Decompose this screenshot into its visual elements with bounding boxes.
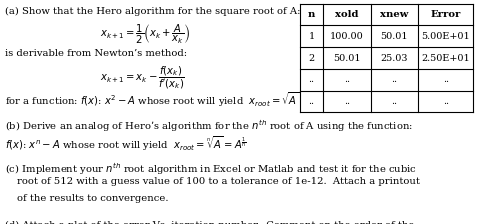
Text: ..: .. xyxy=(344,75,350,84)
Text: $f(x)$: $x^n - A$ whose root will yield  $x_{root} = \sqrt[n]{A} = A^{\frac{1}{n: $f(x)$: $x^n - A$ whose root will yield … xyxy=(5,134,246,153)
Text: ..: .. xyxy=(309,97,315,106)
Text: ..: .. xyxy=(443,75,449,84)
Text: ..: .. xyxy=(391,97,397,106)
Text: (c) Implement your $n^{th}$ root algorithm in Excel or Matlab and test it for th: (c) Implement your $n^{th}$ root algorit… xyxy=(5,161,417,177)
Text: 50.01: 50.01 xyxy=(381,32,408,41)
Text: xnew: xnew xyxy=(380,10,409,19)
Text: 100.00: 100.00 xyxy=(330,32,364,41)
Text: (d) Attach a plot of the error Vs. iteration number.  Comment on the order of th: (d) Attach a plot of the error Vs. itera… xyxy=(5,221,414,224)
Text: 5.00E+01: 5.00E+01 xyxy=(422,32,470,41)
Text: for a function: $f(x)$: $x^2 - A$ whose root will yield  $x_{root} = \sqrt{A}$: for a function: $f(x)$: $x^2 - A$ whose … xyxy=(5,90,299,109)
Text: 2.50E+01: 2.50E+01 xyxy=(422,54,470,62)
Text: 1: 1 xyxy=(309,32,315,41)
Text: of the results to convergence.: of the results to convergence. xyxy=(17,194,168,202)
Text: ..: .. xyxy=(344,97,350,106)
Text: Error: Error xyxy=(430,10,461,19)
Text: root of 512 with a guess value of 100 to a tolerance of 1e-12.  Attach a printou: root of 512 with a guess value of 100 to… xyxy=(17,177,420,186)
Text: $x_{k+1} = x_k - \dfrac{f(x_k)}{f'(x_k)}$: $x_{k+1} = x_k - \dfrac{f(x_k)}{f'(x_k)}… xyxy=(100,65,184,91)
Text: ..: .. xyxy=(391,75,397,84)
Text: 25.03: 25.03 xyxy=(381,54,408,62)
Text: n: n xyxy=(308,10,315,19)
Text: $x_{k+1} = \dfrac{1}{2}\left(x_k + \dfrac{A}{x_k}\right)$: $x_{k+1} = \dfrac{1}{2}\left(x_k + \dfra… xyxy=(100,23,190,46)
Text: ..: .. xyxy=(309,75,315,84)
Text: 2: 2 xyxy=(309,54,315,62)
Text: ..: .. xyxy=(443,97,449,106)
Text: xold: xold xyxy=(335,10,359,19)
Text: (a) Show that the Hero algorithm for the square root of A:: (a) Show that the Hero algorithm for the… xyxy=(5,7,300,16)
Text: is derivable from Newton’s method:: is derivable from Newton’s method: xyxy=(5,49,187,58)
Text: (b) Derive an analog of Hero’s algorithm for the $n^{th}$ root of A using the fu: (b) Derive an analog of Hero’s algorithm… xyxy=(5,118,413,134)
Text: 50.01: 50.01 xyxy=(333,54,361,62)
